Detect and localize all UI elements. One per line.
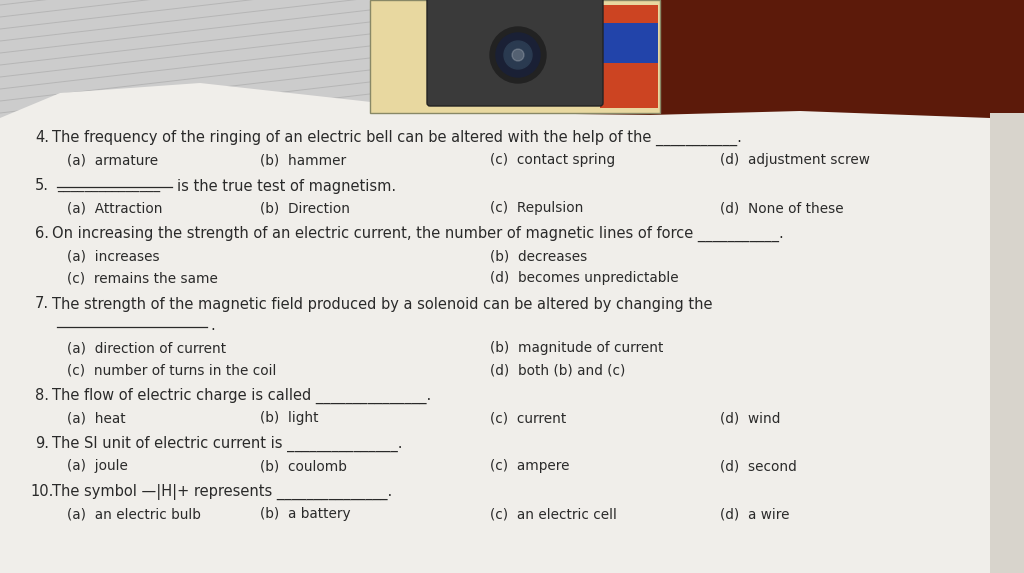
Text: The flow of electric charge is called _______________.: The flow of electric charge is called __… [52,388,431,404]
Text: The symbol —|H|+ represents _______________.: The symbol —|H|+ represents ____________… [52,484,392,500]
Text: (d)  wind: (d) wind [720,411,780,425]
Text: The frequency of the ringing of an electric bell can be altered with the help of: The frequency of the ringing of an elect… [52,130,741,146]
Text: (d)  becomes unpredictable: (d) becomes unpredictable [490,271,679,285]
Text: (b)  magnitude of current: (b) magnitude of current [490,341,664,355]
Text: (c)  an electric cell: (c) an electric cell [490,507,616,521]
Text: 6.: 6. [35,226,49,241]
Text: On increasing the strength of an electric current, the number of magnetic lines : On increasing the strength of an electri… [52,226,783,242]
Text: (b)  Direction: (b) Direction [260,201,350,215]
Circle shape [496,33,540,77]
Text: is the true test of magnetism.: is the true test of magnetism. [177,179,396,194]
Text: (d)  None of these: (d) None of these [720,201,844,215]
FancyBboxPatch shape [600,5,658,108]
Text: (d)  second: (d) second [720,459,797,473]
Text: The SI unit of electric current is _______________.: The SI unit of electric current is _____… [52,436,402,452]
Text: (c)  Repulsion: (c) Repulsion [490,201,584,215]
Text: (b)  light: (b) light [260,411,318,425]
FancyBboxPatch shape [370,0,660,113]
Text: 9.: 9. [35,437,49,452]
Text: 4.: 4. [35,131,49,146]
Text: (c)  ampere: (c) ampere [490,459,569,473]
Text: (a)  heat: (a) heat [67,411,126,425]
FancyBboxPatch shape [430,0,1024,573]
Text: (a)  joule: (a) joule [67,459,128,473]
Text: (d)  a wire: (d) a wire [720,507,790,521]
Circle shape [490,27,546,83]
Text: 10.: 10. [30,485,53,500]
Text: .: . [210,319,215,333]
FancyBboxPatch shape [600,23,658,63]
Text: (c)  number of turns in the coil: (c) number of turns in the coil [67,363,276,377]
Text: (b)  decreases: (b) decreases [490,249,587,263]
Text: (d)  adjustment screw: (d) adjustment screw [720,153,869,167]
Text: (a)  direction of current: (a) direction of current [67,341,226,355]
FancyBboxPatch shape [427,0,603,106]
Text: (b)  hammer: (b) hammer [260,153,346,167]
Text: (c)  remains the same: (c) remains the same [67,271,218,285]
Circle shape [504,41,532,69]
Text: (b)  a battery: (b) a battery [260,507,350,521]
Text: (a)  increases: (a) increases [67,249,160,263]
Text: 8.: 8. [35,388,49,403]
Polygon shape [0,83,1024,573]
Text: 5.: 5. [35,179,49,194]
Text: (a)  Attraction: (a) Attraction [67,201,163,215]
Text: (c)  contact spring: (c) contact spring [490,153,615,167]
Text: (d)  both (b) and (c): (d) both (b) and (c) [490,363,626,377]
FancyBboxPatch shape [0,0,430,573]
Circle shape [512,49,524,61]
Text: (a)  an electric bulb: (a) an electric bulb [67,507,201,521]
Text: (c)  current: (c) current [490,411,566,425]
Text: The strength of the magnetic field produced by a solenoid can be altered by chan: The strength of the magnetic field produ… [52,296,713,312]
Text: (b)  coulomb: (b) coulomb [260,459,347,473]
Text: 7.: 7. [35,296,49,312]
FancyBboxPatch shape [990,113,1024,573]
Text: (a)  armature: (a) armature [67,153,158,167]
Text: _______________: _______________ [57,179,160,193]
